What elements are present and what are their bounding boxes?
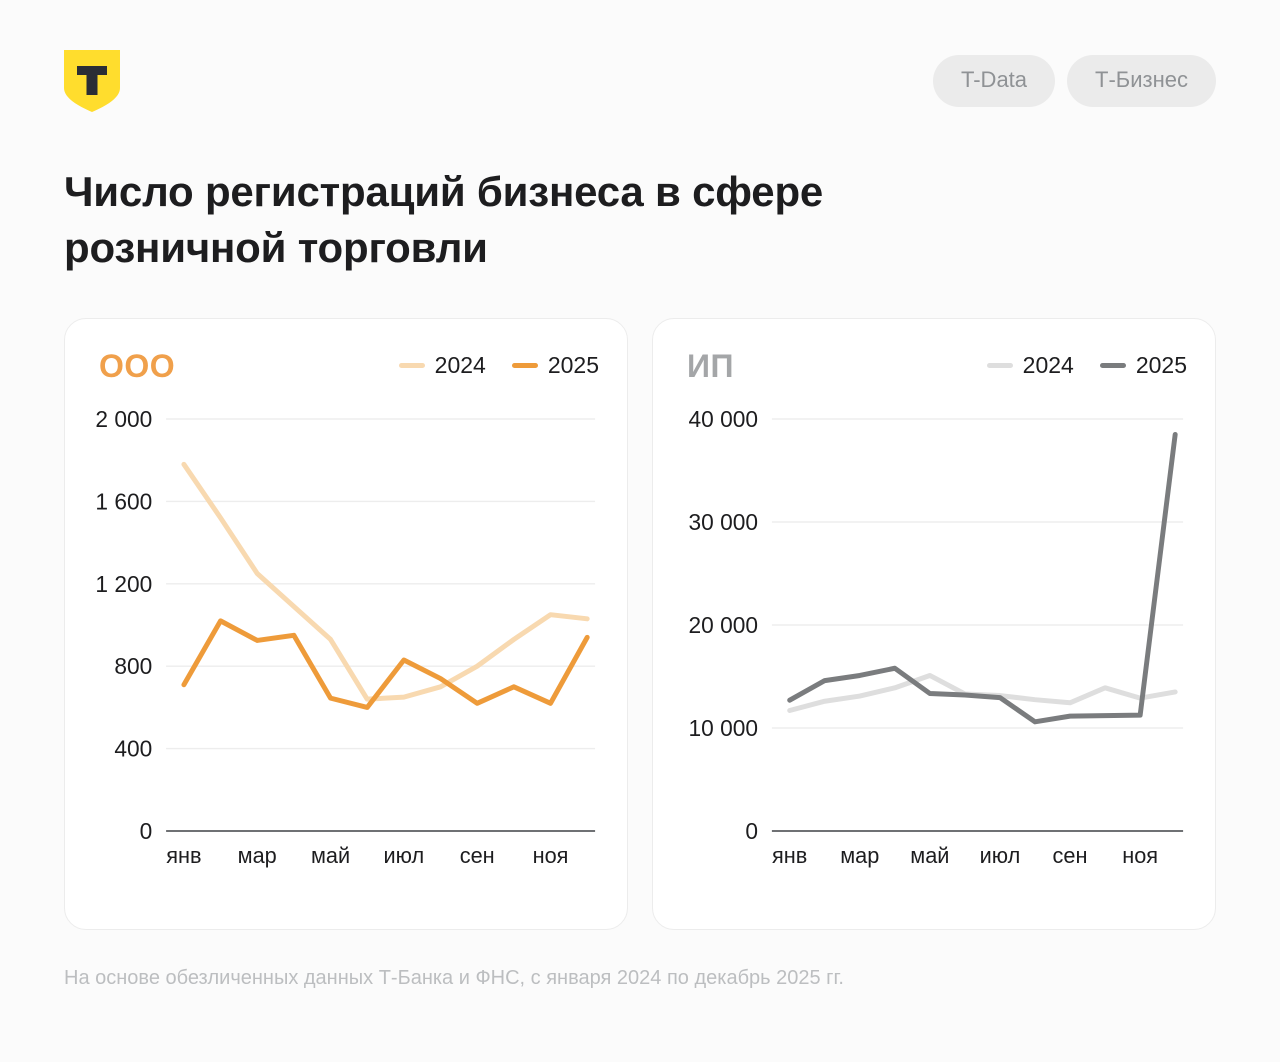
pill-t-business[interactable]: Т-Бизнес — [1067, 55, 1216, 107]
svg-text:1 200: 1 200 — [95, 570, 152, 596]
card-header-ooo: ООО 2024 2025 — [89, 347, 603, 385]
legend-item-ooo-2025[interactable]: 2025 — [511, 352, 599, 379]
svg-text:2 000: 2 000 — [95, 406, 152, 432]
legend-label: 2025 — [1135, 352, 1187, 379]
page-title: Число регистраций бизнеса в сфере рознич… — [64, 168, 824, 271]
legend-swatch-icon — [511, 363, 538, 369]
svg-text:ноя: ноя — [533, 843, 569, 868]
svg-text:40 000: 40 000 — [689, 406, 759, 432]
svg-text:сен: сен — [460, 843, 495, 868]
svg-text:июл: июл — [384, 843, 425, 868]
legend-swatch-icon — [1099, 363, 1126, 369]
svg-text:июл: июл — [980, 843, 1021, 868]
svg-text:400: 400 — [114, 735, 152, 761]
pill-t-data[interactable]: T-Data — [933, 55, 1056, 107]
legend-item-ip-2025[interactable]: 2025 — [1099, 352, 1187, 379]
svg-text:янв: янв — [772, 843, 807, 868]
chart-card-ooo: ООО 2024 2025 0 400 800 1 200 1 600 2 000 янв м… — [64, 317, 628, 930]
svg-text:0: 0 — [140, 818, 153, 844]
card-header-ip: ИП 2024 2025 — [677, 347, 1191, 385]
svg-text:май: май — [910, 843, 949, 868]
svg-text:0: 0 — [745, 818, 758, 844]
plot-area-ooo: 0 400 800 1 200 1 600 2 000 янв мар май июл сен ноя — [89, 401, 603, 901]
svg-text:сен: сен — [1053, 843, 1088, 868]
legend-label: 2024 — [1022, 352, 1074, 379]
t-bank-shield-logo — [64, 50, 120, 112]
legend-label: 2024 — [434, 352, 486, 379]
legend-ip: 2024 2025 — [986, 352, 1187, 379]
svg-text:20 000: 20 000 — [689, 612, 759, 638]
legend-label: 2025 — [547, 352, 599, 379]
page-header: T-Data Т-Бизнес — [64, 0, 1216, 120]
chart-card-group: ООО 2024 2025 0 400 800 1 200 1 600 2 000 янв м… — [64, 317, 1216, 930]
legend-ooo: 2024 2025 — [398, 352, 599, 379]
svg-text:1 600: 1 600 — [95, 488, 152, 514]
svg-text:янв: янв — [166, 843, 201, 868]
header-pill-group: T-Data Т-Бизнес — [933, 55, 1216, 107]
card-label-ip: ИП — [687, 347, 734, 384]
svg-text:10 000: 10 000 — [689, 715, 759, 741]
svg-text:мар: мар — [238, 843, 277, 868]
legend-item-ooo-2024[interactable]: 2024 — [398, 352, 486, 379]
svg-text:ноя: ноя — [1122, 843, 1158, 868]
svg-text:май: май — [311, 843, 350, 868]
svg-text:800: 800 — [114, 653, 152, 679]
svg-text:30 000: 30 000 — [689, 509, 759, 535]
plot-area-ip: 0 10 000 20 000 30 000 40 000 янв мар май июл сен… — [677, 401, 1191, 901]
card-label-ooo: ООО — [99, 347, 176, 384]
source-footnote: На основе обезличенных данных Т-Банка и … — [64, 966, 844, 989]
chart-card-ip: ИП 2024 2025 0 10 000 20 000 30 000 40 000 ян… — [652, 317, 1216, 930]
legend-item-ip-2024[interactable]: 2024 — [986, 352, 1074, 379]
svg-text:мар: мар — [840, 843, 879, 868]
legend-swatch-icon — [986, 363, 1013, 369]
legend-swatch-icon — [398, 363, 425, 369]
